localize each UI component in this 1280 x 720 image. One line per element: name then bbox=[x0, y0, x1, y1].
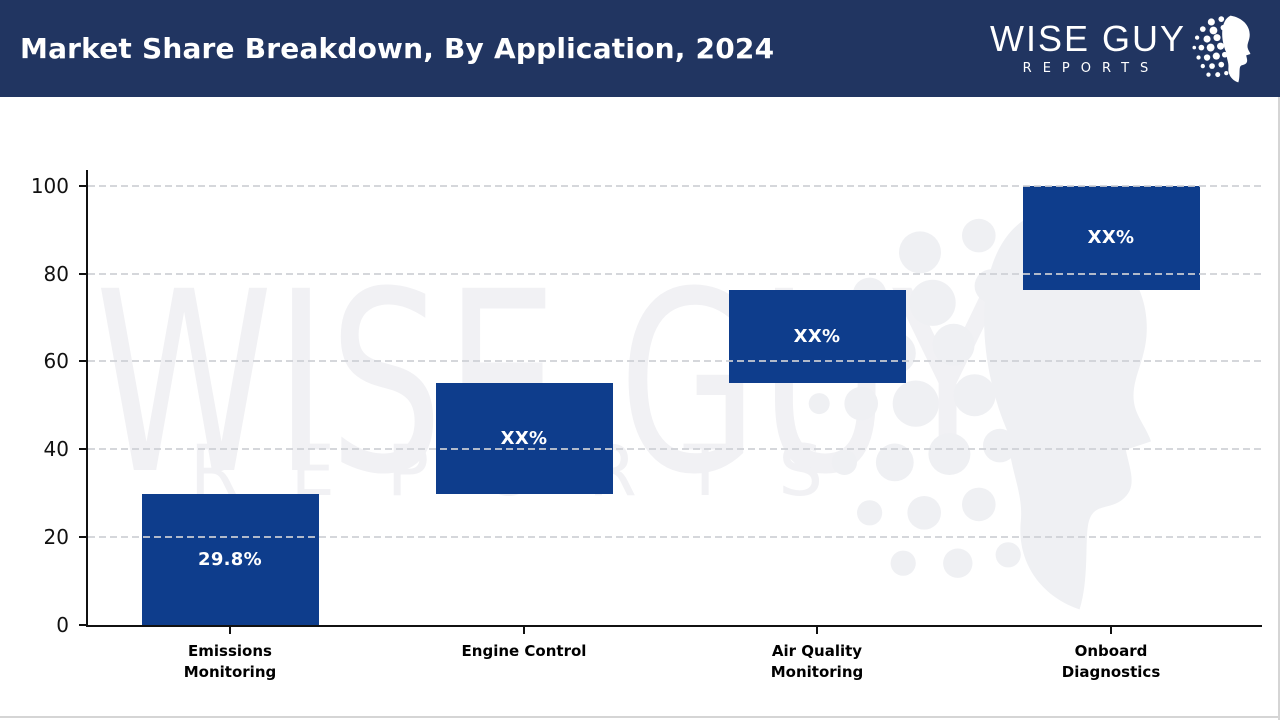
x-axis-line bbox=[86, 625, 1262, 627]
y-tick-label: 0 bbox=[56, 613, 69, 637]
y-axis-line bbox=[86, 170, 88, 627]
bar-value-label: XX% bbox=[500, 428, 548, 450]
right-border bbox=[1278, 97, 1280, 720]
logo-face-icon bbox=[1190, 7, 1254, 91]
gridline-60 bbox=[88, 360, 1262, 363]
gridline-100 bbox=[88, 184, 1262, 187]
y-tick-mark bbox=[79, 272, 86, 275]
y-tick-mark bbox=[79, 448, 86, 451]
x-tick-mark bbox=[229, 627, 231, 634]
y-tick-mark bbox=[79, 624, 86, 626]
logo-line1: WISE GUY bbox=[989, 18, 1186, 59]
y-tick-label: 20 bbox=[43, 525, 69, 550]
gridline-80 bbox=[88, 272, 1262, 275]
category-label: Air Quality Monitoring bbox=[770, 642, 864, 681]
bar-value-label: XX% bbox=[1087, 227, 1135, 249]
x-tick-mark bbox=[523, 627, 525, 634]
category-label: Emissions Monitoring bbox=[183, 642, 277, 681]
y-tick-label: 60 bbox=[43, 349, 69, 374]
y-tick-label: 100 bbox=[30, 173, 69, 198]
chart-title: Market Share Breakdown, By Application, … bbox=[20, 32, 775, 65]
category-label: Engine Control bbox=[461, 642, 587, 660]
bar-value-label: XX% bbox=[793, 325, 841, 347]
logo-wordmark: WISE GUY REPORTS bbox=[989, 18, 1186, 77]
header-bar: Market Share Breakdown, By Application, … bbox=[0, 0, 1280, 97]
y-tick-label: 40 bbox=[43, 437, 69, 462]
wiseguy-logo: WISE GUY REPORTS bbox=[990, 7, 1254, 91]
y-tick-label: 80 bbox=[43, 261, 69, 286]
y-tick-mark bbox=[79, 536, 86, 539]
gridline-40 bbox=[88, 448, 1262, 451]
x-tick-mark bbox=[816, 627, 818, 634]
bar-air-quality-monitoring: XX% bbox=[728, 289, 906, 383]
logo-line2: REPORTS bbox=[1022, 61, 1160, 76]
category-label: Onboard Diagnostics bbox=[1061, 642, 1161, 681]
bar-emissions-monitoring: 29.8% bbox=[141, 494, 319, 625]
bar-onboard-diagnostics: XX% bbox=[1022, 185, 1200, 290]
x-tick-mark bbox=[1110, 627, 1112, 634]
bar-engine-control: XX% bbox=[435, 383, 613, 495]
y-tick-mark bbox=[79, 184, 86, 187]
y-tick-mark bbox=[79, 360, 86, 363]
gridline-20 bbox=[88, 536, 1262, 539]
bar-value-label: 29.8% bbox=[198, 549, 262, 571]
bottom-border bbox=[0, 716, 1280, 718]
